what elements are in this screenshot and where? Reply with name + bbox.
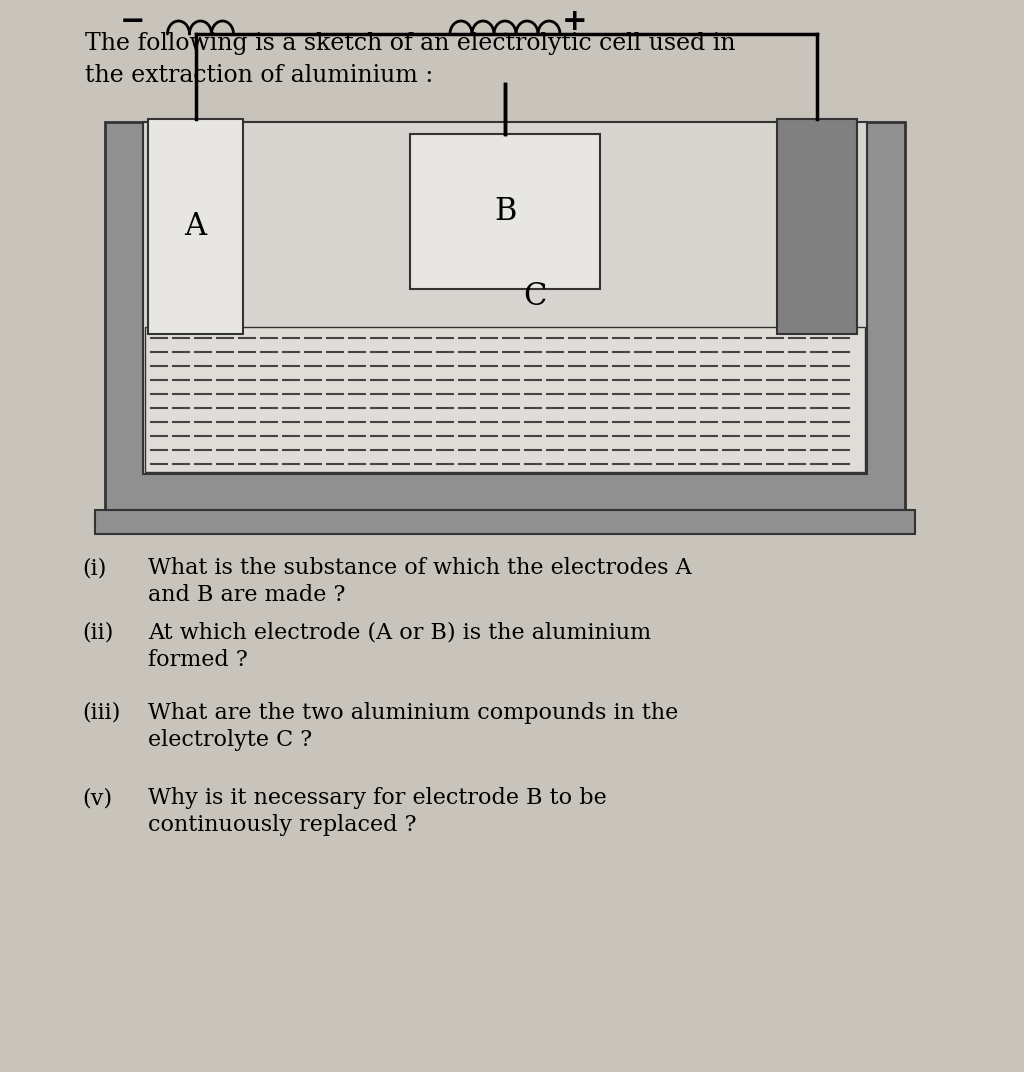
Text: the extraction of aluminium :: the extraction of aluminium : (85, 64, 433, 87)
Text: Why is it necessary for electrode B to be: Why is it necessary for electrode B to b… (148, 787, 607, 809)
Text: electrolyte C ?: electrolyte C ? (148, 729, 312, 751)
Text: The following is a sketch of an electrolytic cell used in: The following is a sketch of an electrol… (85, 32, 735, 55)
Text: and B are made ?: and B are made ? (148, 584, 345, 606)
Text: (iii): (iii) (82, 702, 121, 724)
Text: What are the two aluminium compounds in the: What are the two aluminium compounds in … (148, 702, 678, 724)
Bar (105, 122, 905, 512)
Text: (v): (v) (82, 787, 112, 809)
Text: (ii): (ii) (82, 622, 114, 644)
Bar (95, 510, 915, 534)
Text: What is the substance of which the electrodes A: What is the substance of which the elect… (148, 557, 691, 579)
Text: At which electrode (A or B) is the aluminium: At which electrode (A or B) is the alumi… (148, 622, 651, 644)
Text: continuously replaced ?: continuously replaced ? (148, 814, 417, 836)
Text: C: C (523, 281, 547, 312)
Text: A: A (184, 211, 207, 242)
Bar (777, 119, 857, 334)
Bar (145, 327, 865, 472)
Bar (148, 119, 243, 334)
Text: B: B (494, 196, 516, 227)
Bar (143, 122, 867, 474)
Text: formed ?: formed ? (148, 649, 248, 671)
Text: −: − (120, 6, 145, 35)
Text: +: + (562, 6, 588, 35)
Bar (410, 134, 600, 289)
Text: (i): (i) (82, 557, 106, 579)
